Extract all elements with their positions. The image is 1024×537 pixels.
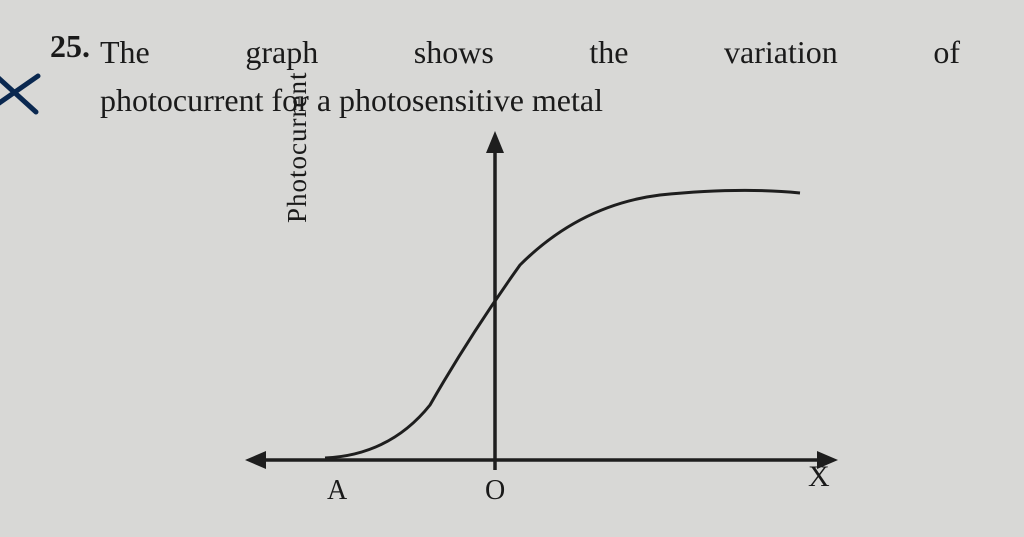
y-axis-label: Photocurrent: [282, 72, 313, 223]
question-text: The graph shows the variation of photocu…: [100, 28, 960, 124]
question-number: 25.: [50, 28, 90, 65]
y-axis-top-arrow: [486, 131, 504, 153]
x-axis-label-x: X: [808, 460, 830, 494]
question-line2: photocurrent for a photosensitive metal: [100, 76, 960, 124]
question-line1: The graph shows the variation of: [100, 28, 960, 76]
word: The: [100, 28, 150, 76]
page-container: 25. The graph shows the variation of pho…: [0, 0, 1024, 537]
word: variation: [724, 28, 838, 76]
photocurrent-chart: Photocurrent A O X: [240, 125, 860, 520]
x-axis-left-arrow: [245, 451, 266, 469]
cross-annotation: [0, 68, 52, 128]
origin-label: O: [485, 475, 505, 507]
word: graph: [245, 28, 318, 76]
question-block: 25. The graph shows the variation of pho…: [50, 28, 974, 124]
word: of: [933, 28, 960, 76]
word: the: [589, 28, 628, 76]
x-axis-label-a: A: [327, 475, 347, 507]
word: shows: [414, 28, 494, 76]
photocurrent-curve: [325, 190, 800, 458]
chart-svg: [240, 125, 860, 520]
